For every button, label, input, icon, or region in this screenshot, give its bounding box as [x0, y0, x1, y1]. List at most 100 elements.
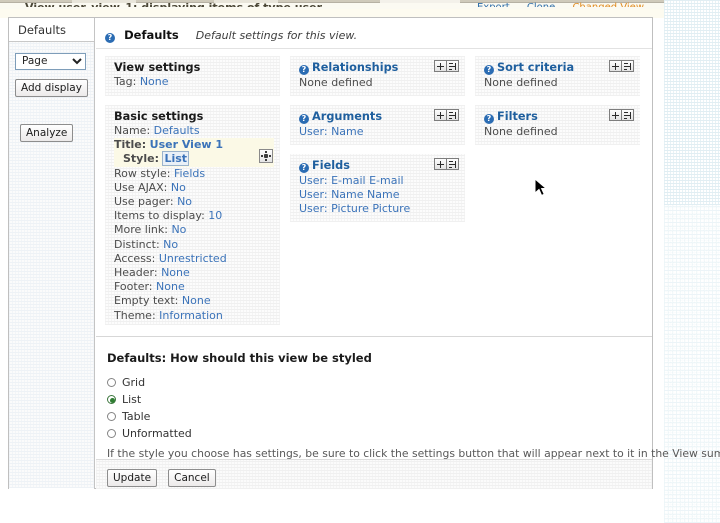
row-value-link[interactable]: 10 — [208, 209, 223, 223]
rearrange-icon[interactable] — [621, 60, 634, 72]
question-icon[interactable]: ? — [299, 114, 309, 124]
question-icon[interactable]: ? — [105, 33, 115, 43]
radio-icon[interactable] — [107, 429, 116, 438]
page-background-texture-lower — [664, 205, 720, 523]
row-value-link[interactable]: Fields — [173, 166, 206, 180]
row-label: Footer: — [114, 280, 153, 294]
arguments-buttons — [434, 109, 459, 121]
views-edit-panel: Defaults Page Add display Analyze ? Defa… — [8, 17, 720, 489]
rearrange-icon[interactable] — [446, 60, 459, 72]
style-form-actions: Update Cancel — [96, 459, 652, 489]
filters-box: ? Filters None defined — [475, 105, 640, 145]
radio-icon[interactable] — [107, 378, 116, 387]
add-display-button[interactable]: Add display — [15, 78, 88, 97]
question-icon[interactable]: ? — [299, 163, 309, 173]
row-value-link[interactable]: Information — [159, 308, 223, 322]
row-value-link[interactable]: No — [170, 180, 186, 194]
views-top-band — [0, 9, 664, 18]
style-option-unformatted[interactable]: Unformatted — [107, 425, 652, 442]
row-label: Use pager: — [114, 195, 174, 209]
style-form-title: Defaults: How should this view be styled — [107, 351, 372, 365]
question-icon[interactable]: ? — [484, 114, 494, 124]
basic-settings-box: Basic settings Name: Defaults Title: Use… — [105, 105, 280, 325]
browser-tab[interactable] — [72, 0, 136, 3]
fields-title[interactable]: Fields — [312, 159, 350, 172]
filters-title[interactable]: Filters — [497, 110, 538, 123]
row-value-link[interactable]: None — [139, 75, 169, 88]
view-settings-title: View settings — [114, 61, 201, 74]
question-icon[interactable]: ? — [484, 65, 494, 75]
clone-link[interactable]: Clone — [527, 2, 555, 7]
basic-row-name: Name: Defaults — [114, 124, 274, 138]
sort-criteria-buttons — [609, 60, 634, 72]
clipped-top-strip: View user_view_1: displaying items of ty… — [0, 0, 664, 10]
row-value-link[interactable]: None — [161, 266, 190, 280]
rearrange-icon[interactable] — [621, 109, 634, 121]
page-title: View user_view_1: displaying items of ty… — [25, 2, 322, 7]
style-option-grid[interactable]: Grid — [107, 374, 652, 391]
summary-column-left: View settings Tag: None Basic settings N… — [105, 56, 280, 334]
arguments-title-row: ? Arguments — [299, 110, 459, 124]
row-value-link[interactable]: Defaults — [153, 124, 200, 137]
browser-tabbar — [0, 0, 664, 3]
style-settings-form: Defaults: How should this view be styled… — [96, 336, 720, 489]
relationships-box: ? Relationships None defined — [290, 56, 465, 96]
basic-row-more-link: More link: No — [114, 223, 274, 237]
summary-column-right: ? Sort criteria None defined ? Filters Non… — [475, 56, 640, 154]
sort-criteria-box: ? Sort criteria None defined — [475, 56, 640, 96]
changed-view-link[interactable]: Changed View — [572, 2, 644, 7]
row-value-link[interactable]: No — [177, 195, 193, 209]
relationships-buttons — [434, 60, 459, 72]
row-value-link-active[interactable]: List — [162, 151, 190, 167]
fields-title-row: ? Fields — [299, 159, 459, 173]
basic-row-distinct: Distinct: No — [114, 238, 274, 252]
question-icon[interactable]: ? — [299, 65, 309, 75]
row-value-link[interactable]: No — [163, 237, 179, 251]
filters-buttons — [609, 109, 634, 121]
display-type-select[interactable]: Page — [15, 52, 86, 70]
basic-row-footer: Footer: None — [114, 280, 274, 294]
update-button[interactable]: Update — [107, 469, 158, 487]
row-label: Header: — [114, 266, 158, 280]
field-link[interactable]: User: Picture Picture — [299, 202, 411, 216]
row-label: Access: — [114, 251, 156, 265]
rearrange-icon[interactable] — [446, 158, 459, 170]
browser-tab[interactable] — [214, 0, 278, 3]
row-label: Distinct: — [114, 237, 160, 251]
browser-tab-active[interactable] — [380, 0, 460, 3]
row-value-link[interactable]: None — [181, 294, 211, 308]
analyze-button[interactable]: Analyze — [20, 123, 74, 142]
arguments-title[interactable]: Arguments — [312, 110, 383, 123]
row-value-link[interactable]: None — [156, 280, 185, 294]
style-settings-gear-icon[interactable] — [259, 149, 273, 163]
row-label: Items to display: — [114, 209, 205, 223]
sort-criteria-empty: None defined — [484, 76, 558, 89]
sort-criteria-title[interactable]: Sort criteria — [497, 61, 575, 74]
row-value-link[interactable]: Unrestricted — [158, 251, 227, 265]
style-form-hint: If the style you choose has settings, be… — [107, 447, 720, 460]
display-tab-defaults[interactable]: Defaults — [9, 18, 94, 42]
relationships-title[interactable]: Relationships — [312, 61, 399, 74]
basic-row-title: Title: User View 1 — [114, 138, 274, 153]
argument-link[interactable]: User: Name — [299, 125, 364, 138]
filters-title-row: ? Filters — [484, 110, 634, 124]
summary-description: Default settings for this view. — [195, 29, 358, 42]
display-column-body: Page Add display Analyze — [9, 42, 94, 488]
summary-title: Defaults — [124, 28, 179, 42]
row-value-link[interactable]: No — [171, 223, 187, 237]
row-value-link[interactable]: User View 1 — [149, 138, 224, 152]
style-option-list[interactable]: List — [107, 391, 652, 408]
radio-icon-selected[interactable] — [107, 395, 116, 404]
radio-icon[interactable] — [107, 412, 116, 421]
export-link[interactable]: Export — [477, 2, 510, 7]
cancel-button[interactable]: Cancel — [168, 469, 216, 487]
view-settings-box: View settings Tag: None — [105, 56, 280, 96]
rearrange-icon[interactable] — [446, 109, 459, 121]
add-icon[interactable] — [434, 60, 447, 72]
basic-row-header: Header: None — [114, 266, 274, 280]
style-option-table[interactable]: Table — [107, 408, 652, 425]
field-link[interactable]: User: E-mail E-mail — [299, 174, 404, 187]
display-column: Defaults Page Add display Analyze — [9, 18, 95, 489]
field-link[interactable]: User: Name Name — [299, 188, 400, 202]
basic-row-items-to-display: Items to display: 10 — [114, 209, 274, 223]
